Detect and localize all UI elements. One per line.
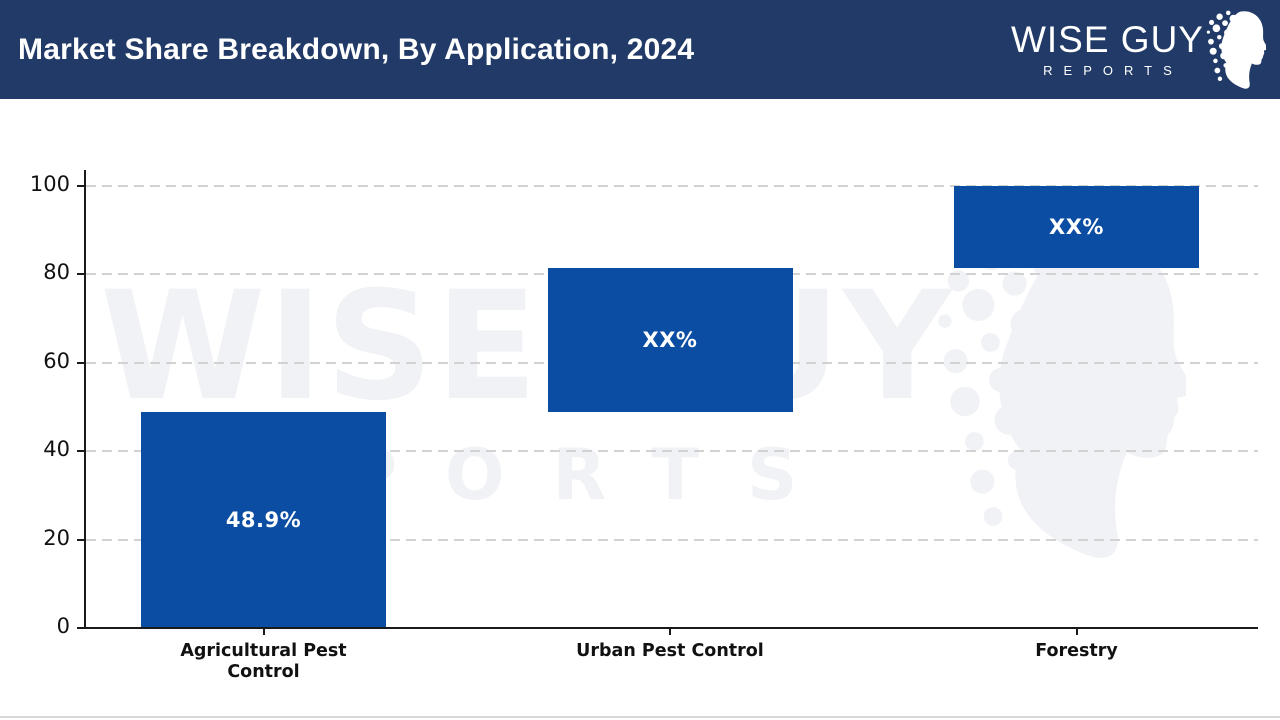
x-tick — [669, 629, 671, 635]
y-tick-label-80: 80 — [43, 260, 70, 285]
gridline-20 — [86, 538, 1258, 541]
bar-value-label: 48.9% — [225, 507, 302, 532]
y-tick-label-40: 40 — [43, 437, 70, 462]
category-label: Urban Pest Control — [576, 641, 764, 661]
y-tick-60 — [77, 361, 84, 364]
bar-value-label: XX% — [642, 328, 698, 353]
y-tick-label-60: 60 — [43, 348, 70, 373]
bar-value-label: XX% — [1049, 215, 1104, 240]
bar-segment: 48.9% — [141, 411, 386, 628]
logo-text: WISE GUY REPORTS — [1011, 21, 1204, 78]
bar-segment: XX% — [547, 268, 793, 412]
y-tick-0 — [77, 627, 84, 629]
logo-subtitle: REPORTS — [1043, 63, 1183, 78]
y-tick-label-20: 20 — [43, 525, 70, 550]
x-tick — [262, 629, 265, 635]
header-bar: Market Share Breakdown, By Application, … — [0, 0, 1280, 99]
y-tick-label-0: 0 — [56, 614, 70, 638]
y-tick-80 — [77, 273, 84, 276]
y-axis-line — [84, 170, 86, 629]
y-tick-100 — [77, 185, 84, 187]
y-tick-label-100: 100 — [29, 172, 70, 196]
footer-divider — [0, 716, 1280, 718]
page-title: Market Share Breakdown, By Application, … — [18, 32, 695, 66]
gridline-40 — [86, 450, 1258, 453]
logo-face-icon — [1206, 10, 1266, 89]
wise-guy-reports-logo: WISE GUY REPORTS — [1011, 8, 1266, 92]
gridline-100 — [86, 185, 1258, 187]
x-tick — [1075, 629, 1078, 635]
y-tick-40 — [77, 450, 84, 453]
logo-wordmark: WISE GUY — [1010, 19, 1204, 60]
watermark-wordmark: WISE GUY — [100, 260, 954, 434]
category-label: Agricultural Pest Control — [180, 641, 347, 683]
category-label: Forestry — [1035, 641, 1118, 661]
y-tick-20 — [77, 538, 84, 541]
bar-segment: XX% — [954, 186, 1199, 269]
x-axis-line — [84, 627, 1258, 629]
